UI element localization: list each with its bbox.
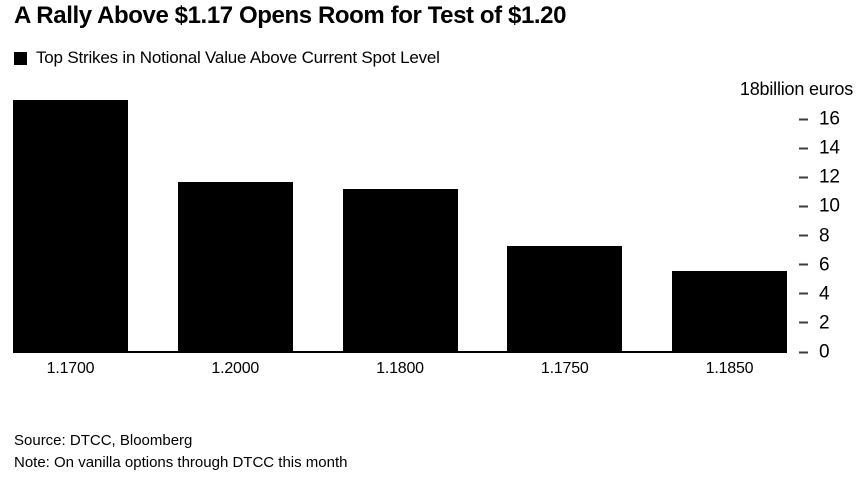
y-axis-tick-label: 0 [819,341,830,363]
source-text: Source: DTCC, Bloomberg [14,432,193,449]
y-axis-unit-label: 18billion euros [739,79,853,99]
tick-dash-icon [799,234,808,237]
y-axis-ticks: 0 2 4 6 8 10 12 14 16 [787,90,862,362]
chart-footer: Source: DTCC, Bloomberg Note: On vanilla… [14,430,348,474]
y-axis-tick-12: 12 [799,168,840,187]
tick-dash-icon [799,321,808,324]
legend-swatch-icon [14,51,27,65]
y-axis-tick-label: 14 [819,137,840,159]
bar-chart-plot-area [13,90,787,353]
tick-dash-icon [799,205,808,208]
legend-label: Top Strikes in Notional Value Above Curr… [36,48,440,67]
x-axis-label-1.1750: 1.1750 [540,360,589,377]
x-axis-label-1.1850: 1.1850 [705,360,754,377]
tick-dash-icon [799,118,808,121]
x-axis-baseline [13,351,787,353]
bar-1.1850 [672,270,787,352]
y-axis-tick-10: 10 [799,197,840,216]
y-axis-tick-6: 6 [799,254,830,276]
y-axis-tick-label: 4 [819,283,830,305]
x-axis-label-1.1700: 1.1700 [46,360,95,377]
y-axis-tick-label: 10 [819,195,840,217]
bar-1.1750 [507,245,623,352]
x-axis-label-1.1800: 1.1800 [376,360,424,377]
chart-legend: Top Strikes in Notional Value Above Curr… [14,48,440,68]
tick-dash-icon [799,263,808,266]
bar-1.1800 [342,188,458,352]
y-axis-tick-8: 8 [799,225,830,247]
tick-dash-icon [799,351,808,353]
y-axis-tick-label: 12 [819,166,840,188]
y-axis-tick-16: 16 [799,110,840,129]
y-axis-tick-label: 8 [819,225,830,247]
y-axis-tick-label: 16 [819,108,840,130]
y-axis-tick-0: 0 [799,341,830,363]
tick-dash-icon [799,147,808,150]
y-axis-tick-14: 14 [799,139,840,158]
bar-1.2000 [177,181,293,352]
tick-dash-icon [799,292,808,295]
y-axis-tick-4: 4 [799,283,830,305]
y-axis-tick-label: 2 [819,312,830,334]
y-axis-tick-label: 6 [819,254,830,276]
tick-dash-icon [799,176,808,179]
x-axis-labels: 1.1700 1.2000 1.1800 1.1750 1.1850 [13,360,787,378]
chart-title: A Rally Above $1.17 Opens Room for Test … [14,2,567,29]
x-axis-label-1.2000: 1.2000 [211,360,260,377]
y-axis-tick-2: 2 [799,312,830,334]
note-text: Note: On vanilla options through DTCC th… [14,454,348,471]
bar-1.1700 [13,100,128,352]
